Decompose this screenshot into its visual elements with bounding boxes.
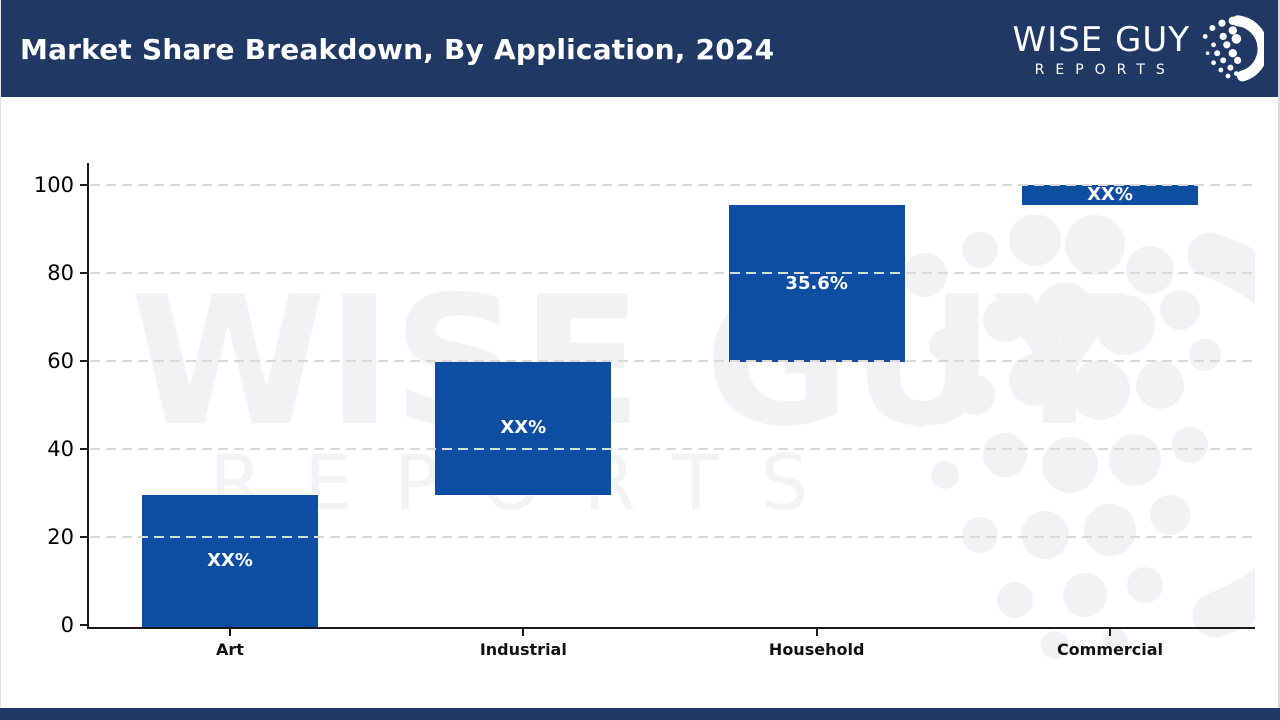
x-axis-tick xyxy=(229,629,231,636)
x-axis-line xyxy=(87,627,1255,629)
y-axis-tick xyxy=(80,624,88,626)
y-tick-label: 80 xyxy=(47,261,74,285)
figure-left-border xyxy=(0,0,1,720)
y-axis-tick xyxy=(80,184,88,186)
y-tick-label: 100 xyxy=(33,173,74,197)
bar-value-label: XX% xyxy=(207,549,253,571)
watermark-head-icon xyxy=(903,215,1255,659)
y-axis-tick xyxy=(80,448,88,450)
y-axis-tick xyxy=(80,360,88,362)
bar-commercial xyxy=(1021,185,1198,206)
y-axis-tick xyxy=(80,536,88,538)
grid-line xyxy=(90,184,1254,186)
logo-brand-label: WISE GUY xyxy=(1012,19,1190,60)
wise-guy-logo: WISE GUY REPORTS xyxy=(1012,6,1264,92)
y-tick-label: 20 xyxy=(47,525,74,549)
y-axis-line xyxy=(87,163,89,629)
y-tick-label: 40 xyxy=(47,437,74,461)
grid-line xyxy=(90,360,1254,362)
x-category-label: Household xyxy=(768,640,865,659)
x-category-label: Art xyxy=(216,640,244,659)
grid-line xyxy=(90,536,1254,538)
bar-art xyxy=(142,494,318,627)
logo-text: WISE GUY REPORTS xyxy=(1012,21,1190,78)
header-banner: Market Share Breakdown, By Application, … xyxy=(0,0,1280,97)
x-axis-tick xyxy=(815,629,818,636)
x-axis-tick xyxy=(522,629,525,636)
y-tick-label: 60 xyxy=(47,349,74,373)
y-tick-label: 0 xyxy=(60,613,74,637)
grid-line xyxy=(90,272,1254,274)
bar-value-label: XX% xyxy=(1087,184,1133,206)
x-category-label: Industrial xyxy=(479,640,567,659)
bar-value-label: XX% xyxy=(500,417,547,439)
bar-industrial xyxy=(435,361,612,495)
figure-right-border xyxy=(1278,0,1280,720)
page-title: Market Share Breakdown, By Application, … xyxy=(20,33,775,66)
dotted-head-icon xyxy=(1202,15,1264,82)
bar-household xyxy=(728,205,905,362)
footer-bar xyxy=(0,708,1280,720)
x-category-label: Commercial xyxy=(1056,640,1164,659)
x-axis-tick xyxy=(1108,629,1111,636)
logo-sub-label: REPORTS xyxy=(1034,61,1176,78)
bar-value-label: 35.6% xyxy=(785,272,848,294)
y-axis-tick xyxy=(80,272,88,274)
grid-line xyxy=(90,448,1254,450)
